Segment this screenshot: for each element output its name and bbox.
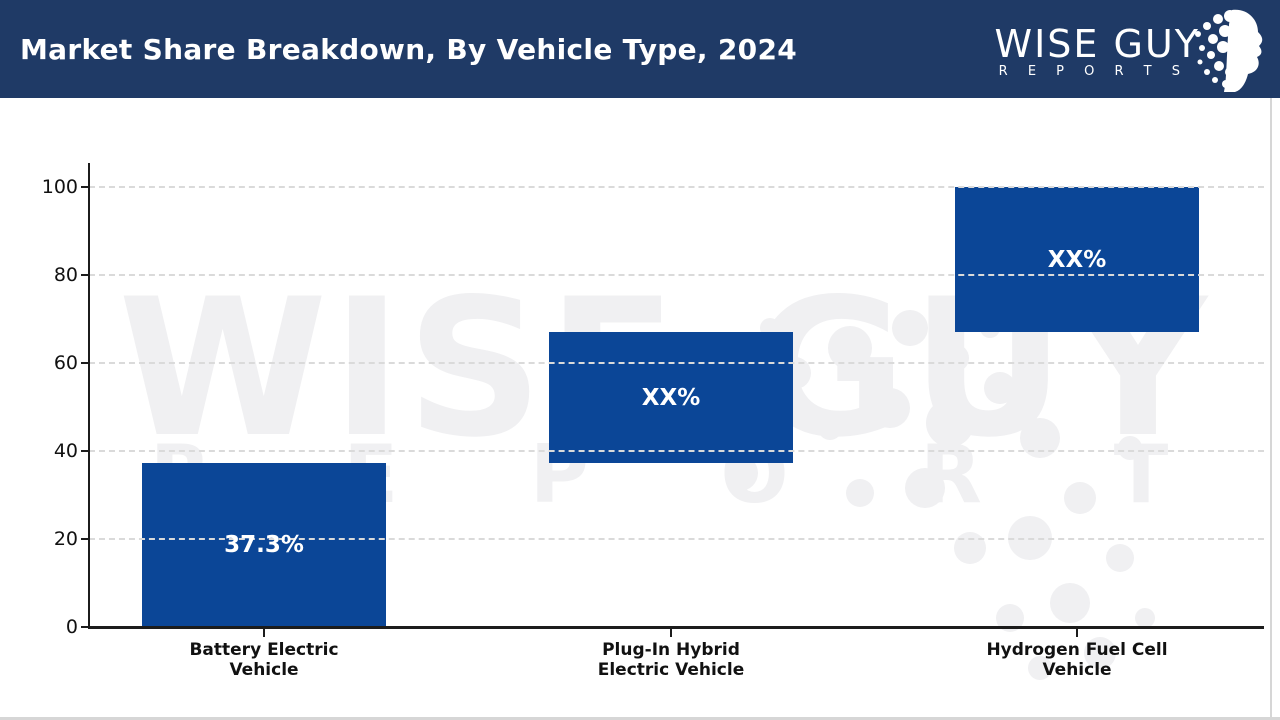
y-tick-mark [81,450,88,452]
y-gridline [89,450,1264,452]
category-label-line: Electric Vehicle [597,660,745,680]
right-border [1270,98,1272,720]
bar-value-label: 37.3% [224,531,304,558]
wise-guy-logo: WISE GUY R E P O R T S [995,0,1266,98]
category-label: Hydrogen Fuel Cell Vehicle [917,640,1237,680]
x-tick-mark [263,629,265,637]
y-tick-mark [81,362,88,364]
logo-reports-label: R E P O R T S [998,64,1188,79]
y-gridline [89,362,1264,364]
x-tick-mark [670,629,672,637]
y-tick-label: 60 [53,352,78,374]
y-tick-label: 80 [53,264,78,286]
logo-wordmark: WISE GUY [994,22,1200,66]
y-tick-mark [81,274,88,276]
x-axis-line [88,626,1264,629]
category-label-line: Plug-In Hybrid [602,640,740,660]
bar [142,462,386,627]
x-tick-mark [1076,629,1078,637]
bottom-border [0,717,1280,720]
y-tick-label: 40 [53,440,78,462]
category-label: Battery Electric Vehicle [104,640,424,680]
category-label: Plug-In Hybrid Electric Vehicle [511,640,831,680]
y-gridline [89,538,1264,540]
y-axis-line [88,163,90,629]
y-gridline [89,274,1264,276]
bar [955,187,1199,333]
wiseguy-face-icon [1195,9,1263,92]
y-tick-mark [81,538,88,540]
category-label-line: Battery Electric [189,640,339,660]
y-tick-label: 0 [65,616,78,638]
category-label-line: Vehicle [229,660,299,680]
category-label-line: Vehicle [1042,660,1112,680]
y-gridline [89,186,1264,188]
category-label-line: Hydrogen Fuel Cell [986,640,1168,660]
y-tick-label: 20 [53,528,78,550]
bar [549,332,793,463]
y-tick-mark [81,626,88,628]
page-title: Market Share Breakdown, By Vehicle Type,… [20,32,798,66]
y-tick-label: 100 [41,176,78,198]
bar-value-label: XX% [641,384,701,411]
y-tick-mark [81,186,88,188]
bar-value-label: XX% [1047,246,1107,273]
header-bar: Market Share Breakdown, By Vehicle Type,… [0,0,1280,98]
